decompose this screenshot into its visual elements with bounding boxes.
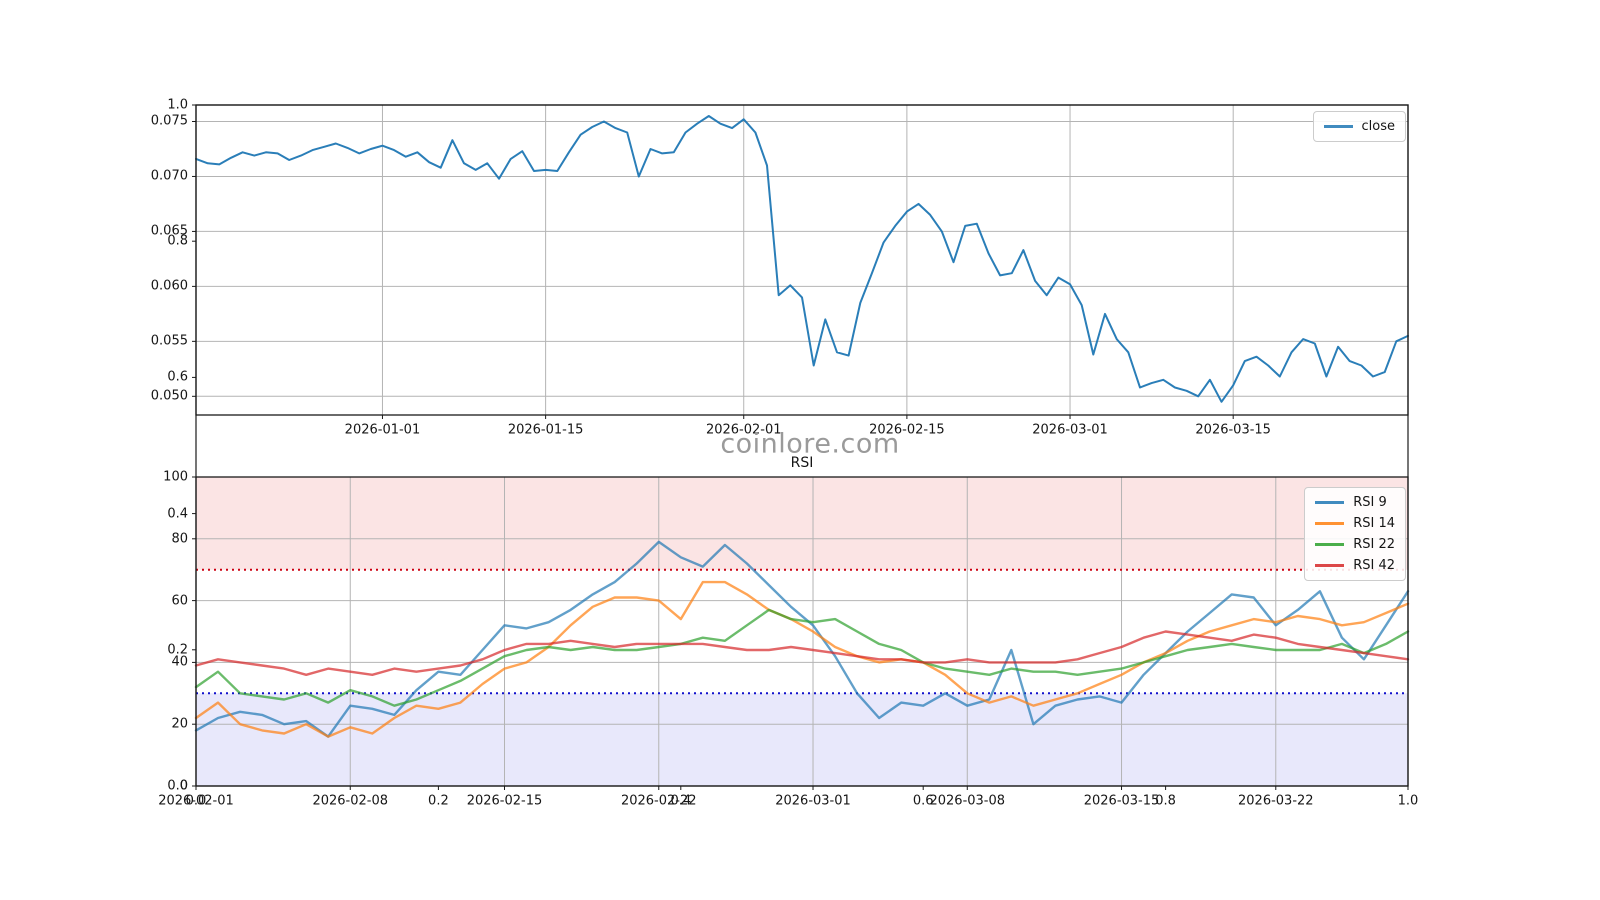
price-chart <box>192 104 1409 419</box>
overlay-x-tick-label: 0.0 <box>185 793 207 809</box>
overlay-y-tick-label: 0.4 <box>167 506 188 522</box>
rsi-x-tick-label: 2026-03-01 <box>775 793 851 809</box>
close-line <box>195 115 1409 403</box>
legend-row-rsi9: RSI 9 <box>1315 495 1395 510</box>
rsi-chart <box>192 476 1410 790</box>
close-line-swatch <box>1323 125 1353 128</box>
overlay-x-tick-label: 0.8 <box>1155 793 1176 809</box>
legend-row-rsi42: RSI 42 <box>1315 558 1395 573</box>
overlay-y-tick-label: 0.6 <box>167 369 188 385</box>
legend-row-rsi22: RSI 22 <box>1315 537 1395 552</box>
rsi22-line-swatch <box>1315 543 1345 546</box>
watermark: coinlore.com <box>720 428 900 460</box>
price-x-tick-label: 2026-03-01 <box>1032 422 1108 438</box>
legend-label-close: close <box>1361 119 1395 134</box>
rsi-legend: RSI 9 RSI 14 RSI 22 RSI 42 <box>1304 487 1406 581</box>
overlay-axes-frame <box>195 104 1409 787</box>
overlay-y-tick-label: 0.8 <box>167 233 188 249</box>
price-legend: close <box>1312 111 1406 142</box>
price-x-tick-label: 2026-02-01 <box>705 422 782 438</box>
price-x-tick-label: 2026-01-01 <box>344 422 421 438</box>
overlay-x-tick-label: 0.6 <box>912 793 934 809</box>
overlay-x-tick-label: 1.0 <box>1397 793 1419 809</box>
price-x-tick-label: 2026-03-15 <box>1195 422 1271 438</box>
rsi-y-tick-label: 40 <box>171 654 188 670</box>
legend-row-close: close <box>1323 119 1395 134</box>
rsi-x-tick-label: 2026-02-15 <box>466 793 543 809</box>
price-y-tick-label: 0.060 <box>150 278 188 294</box>
overbought-band <box>196 477 1408 570</box>
overlay-y-tick-label: 0.2 <box>167 642 188 658</box>
price-y-tick-label: 0.075 <box>150 113 188 129</box>
rsi-x-tick-label: 2026-02-22 <box>620 793 697 809</box>
price-x-tick-label: 2026-02-15 <box>869 422 945 438</box>
rsi9-line-swatch <box>1315 501 1345 504</box>
price-y-tick-label: 0.065 <box>150 223 188 239</box>
rsi-9-line <box>194 540 1410 738</box>
rsi-y-tick-label: 20 <box>171 716 188 732</box>
rsi-x-tick-label: 2026-03-15 <box>1083 793 1160 809</box>
oversold-band <box>196 693 1408 786</box>
rsi-42-line <box>194 630 1410 676</box>
rsi-x-tick-label: 2026-02-08 <box>312 793 389 809</box>
rsi-14-line <box>194 580 1410 738</box>
price-x-tick-label: 2026-01-15 <box>507 422 584 438</box>
rsi-y-tick-label: 80 <box>171 531 188 547</box>
overlay-y-tick-label: 1.0 <box>167 97 188 113</box>
overlay-x-tick-label: 0.2 <box>428 793 449 809</box>
rsi-x-tick-label: 2026-03-08 <box>929 793 1006 809</box>
rsi-chart-title: RSI <box>790 455 814 471</box>
legend-label-rsi22: RSI 22 <box>1353 537 1395 552</box>
price-axes-frame <box>195 104 1409 416</box>
price-y-tick-label: 0.070 <box>150 168 188 184</box>
rsi42-line-swatch <box>1315 564 1345 567</box>
legend-label-rsi14: RSI 14 <box>1353 516 1395 531</box>
rsi14-line-swatch <box>1315 522 1345 525</box>
legend-label-rsi42: RSI 42 <box>1353 558 1395 573</box>
rsi-22-line <box>194 608 1410 707</box>
overlay-x-tick-label: 0.4 <box>670 793 692 809</box>
rsi-x-tick-label: 2026-03-22 <box>1238 793 1314 809</box>
rsi-y-tick-label: 0 <box>179 778 188 794</box>
overlay-y-tick-label: 0.0 <box>167 778 188 794</box>
price-y-tick-label: 0.050 <box>150 388 188 404</box>
rsi-x-tick-label: 2026-02-01 <box>158 793 234 809</box>
price-y-tick-label: 0.055 <box>150 333 188 349</box>
rsi-y-tick-label: 100 <box>163 469 188 485</box>
legend-row-rsi14: RSI 14 <box>1315 516 1395 531</box>
legend-label-rsi9: RSI 9 <box>1353 495 1387 510</box>
rsi-y-tick-label: 60 <box>171 593 188 609</box>
